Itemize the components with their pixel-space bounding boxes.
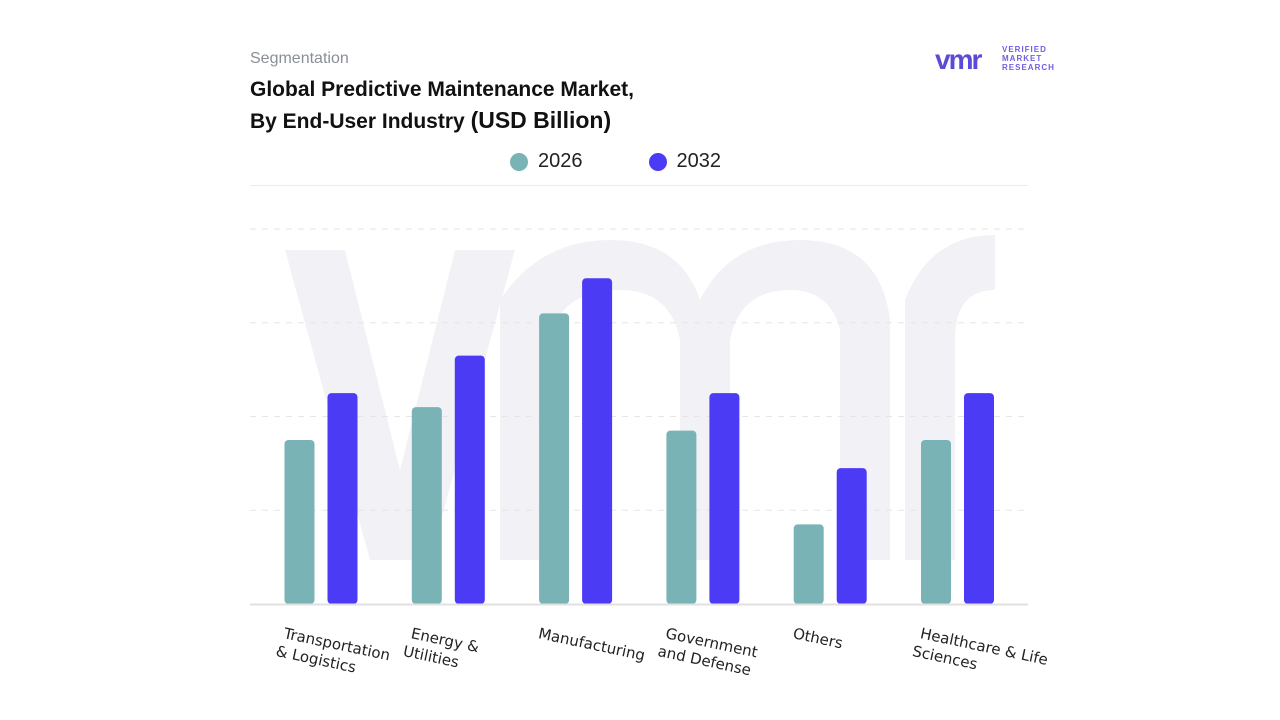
title-line-2: By End-User Industry (USD Billion)	[250, 105, 634, 137]
bars	[284, 278, 994, 604]
bar-2032-0	[327, 393, 358, 604]
x-tick-label-1: Energy &Utilities	[402, 623, 481, 674]
logo-text-line-3: RESEARCH	[1002, 63, 1055, 72]
logo-mark: vmr	[935, 44, 982, 75]
x-tick-label-3: Governmentand Defense	[656, 623, 759, 679]
legend-label-2026: 2026	[538, 150, 583, 172]
logo-text-line-2: MARKET	[1002, 54, 1043, 63]
title-unit: (USD Billion)	[470, 107, 612, 133]
bar-2026-1	[411, 407, 442, 604]
x-tick-label-2: Manufacturing	[537, 624, 647, 664]
eyebrow-label: Segmentation	[250, 50, 349, 67]
chart-legend: 2026 2032	[510, 150, 721, 173]
logo-text-line-1: VERIFIED	[1002, 45, 1047, 54]
gridlines	[250, 228, 1028, 511]
bar-2026-3	[666, 430, 697, 604]
bar-2026-4	[793, 524, 824, 604]
legend-swatch-2026	[510, 152, 528, 171]
bar-2032-5	[964, 393, 994, 604]
x-tick-label-0: Transportation& Logistics	[274, 623, 392, 683]
x-tick-label-5: Healthcare & LifeSciences	[911, 623, 1050, 687]
bar-2026-0	[284, 439, 315, 604]
legend-item-2026: 2026	[510, 150, 583, 173]
x-tick-label-line: Manufacturing	[537, 624, 647, 664]
chart-title: Global Predictive Maintenance Market, By…	[250, 74, 634, 137]
watermark-shape-m	[500, 240, 890, 560]
x-tick-label-4: Others	[791, 624, 844, 652]
bar-2032-2	[582, 278, 613, 604]
title-segment: By End-User Industry	[250, 110, 465, 133]
watermark-shape-v	[285, 250, 515, 560]
bar-2032-1	[454, 355, 485, 604]
bar-2032-4	[836, 468, 867, 604]
logo-text: VERIFIED MARKET RESEARCH	[1002, 45, 1055, 72]
legend-item-2032: 2032	[648, 150, 722, 173]
legend-label-2032: 2032	[676, 150, 722, 172]
bar-2032-3	[709, 393, 740, 604]
bar-2026-5	[921, 439, 951, 604]
bar-2026-2	[539, 313, 570, 604]
watermark	[285, 235, 995, 560]
top-divider	[250, 185, 1028, 186]
brand-logo: vmr VERIFIED MARKET RESEARCH	[935, 44, 1060, 76]
x-tick-label-line: Others	[791, 624, 844, 652]
legend-swatch-2032	[648, 152, 667, 171]
title-line-1: Global Predictive Maintenance Market,	[250, 78, 634, 101]
